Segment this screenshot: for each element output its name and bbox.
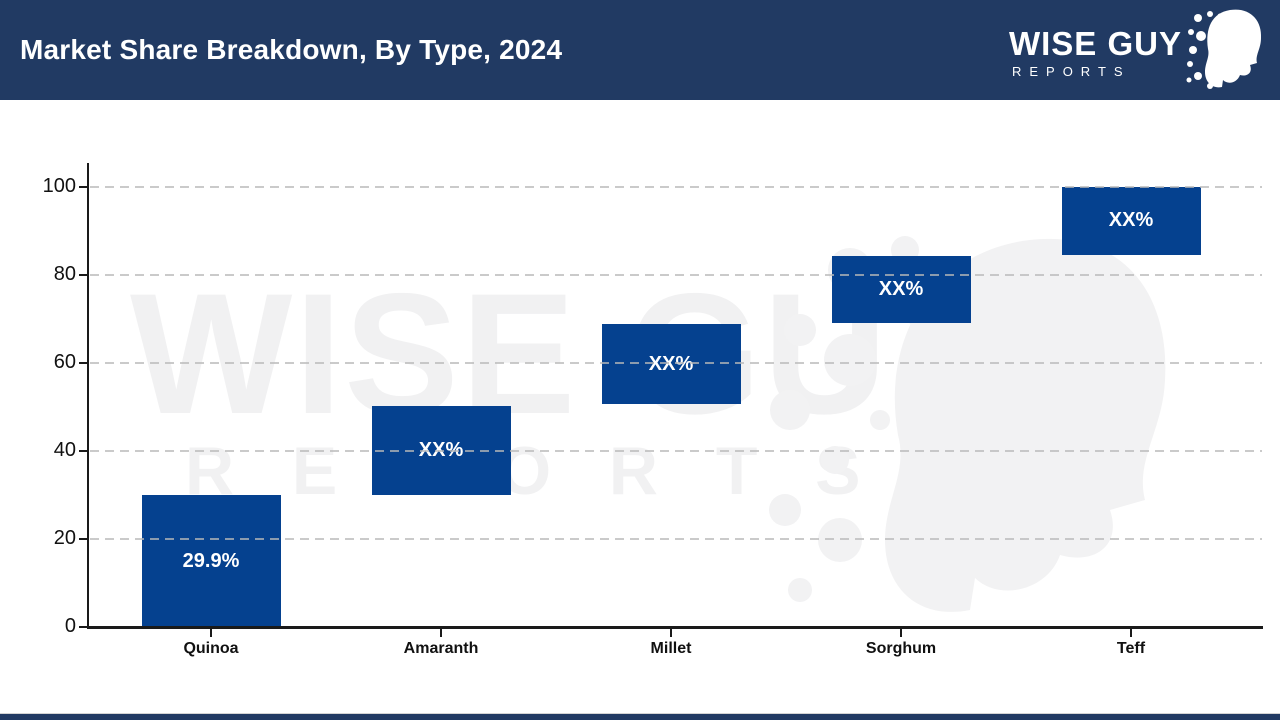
y-tick-label: 80 [53,263,76,285]
logo-wiseguy-text: WISE GUY [1008,25,1182,62]
watermark-reports-text: REPORTS [185,433,919,509]
x-category-label-sorghum: Sorghum [865,640,937,657]
gridline [90,538,1262,540]
header: Market Share Breakdown, By Type, 2024 WI… [0,0,1280,100]
x-tick-mark [670,629,672,637]
wiseguy-logo: WISE GUY REPORTS [1009,6,1270,94]
x-tick-mark [210,629,212,637]
gridline [90,186,1262,188]
y-tick-mark [79,450,88,452]
y-tick-label: 40 [53,439,76,461]
logo-wordmark: WISE GUY REPORTS [1009,27,1182,79]
logo-reports-text: REPORTS [1011,64,1131,79]
x-category-label-amaranth: Amaranth [403,640,479,657]
bar-value-label: 29.9% [182,549,240,572]
wiseguy-face-icon [1186,9,1262,89]
footer-bar [0,713,1280,720]
x-tick-mark [900,629,902,637]
y-tick-mark [79,538,88,540]
x-category-label-teff: Teff [1116,640,1146,657]
x-category-label-millet: Millet [650,640,692,657]
bar-value-label: XX% [1108,209,1154,232]
y-tick-mark [79,626,88,628]
x-category-label-quinoa: Quinoa [183,640,239,657]
y-axis-line [87,163,89,629]
bar-teff: XX% [1061,186,1201,255]
y-tick-mark [79,186,88,188]
gridline [90,450,1262,452]
y-tick-label: 60 [53,351,76,373]
y-tick-label: 100 [42,175,76,197]
y-tick-label: 0 [64,615,76,637]
y-tick-mark [79,362,88,364]
gridline [90,362,1262,364]
y-tick-mark [79,274,88,276]
gridline [90,274,1262,276]
y-tick-label: 20 [53,527,76,549]
x-tick-mark [1130,629,1132,637]
bar-millet: XX% [601,323,741,405]
bar-quinoa: 29.9% [141,495,281,627]
bar-value-label: XX% [418,438,464,461]
x-axis-line [87,626,1263,629]
bar-value-label: XX% [648,352,694,375]
x-tick-mark [440,629,442,637]
page-title: Market Share Breakdown, By Type, 2024 [20,34,563,65]
bar-sorghum: XX% [831,256,971,323]
bar-value-label: XX% [878,277,924,300]
